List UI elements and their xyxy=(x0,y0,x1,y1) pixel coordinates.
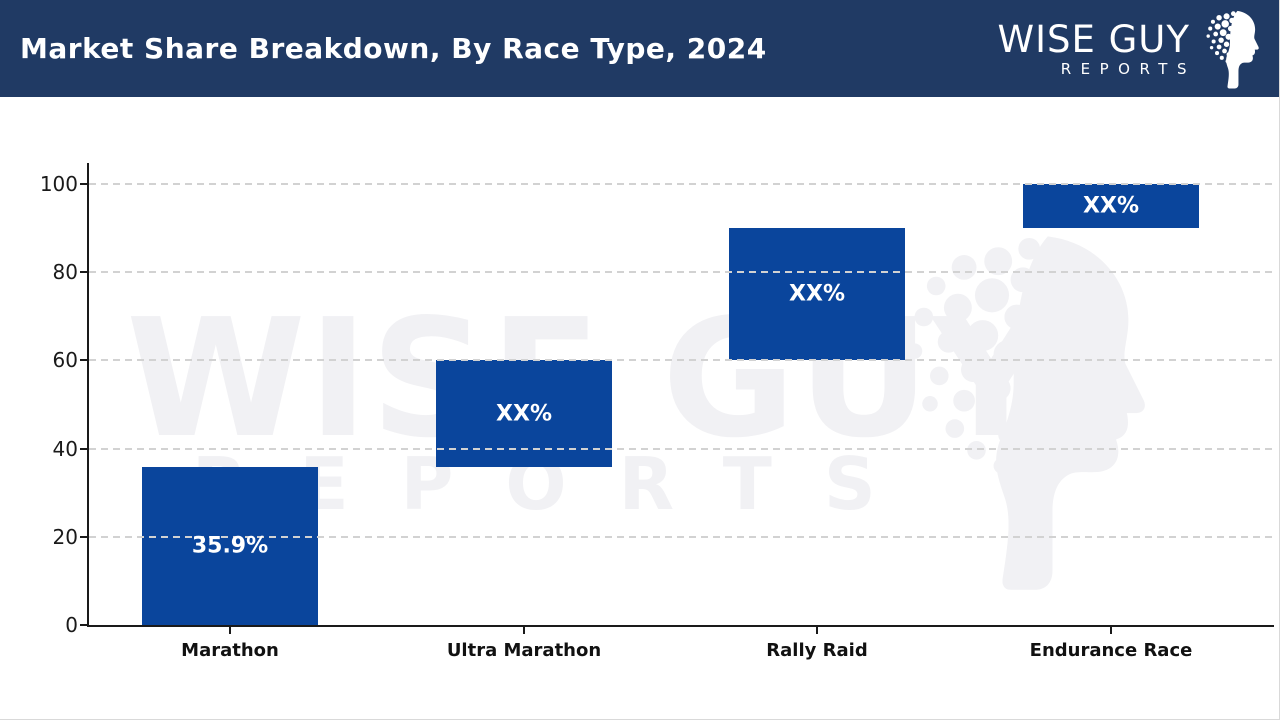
y-tick-label: 100 xyxy=(39,172,78,196)
y-axis xyxy=(87,163,89,627)
y-tick-label: 0 xyxy=(65,613,78,637)
x-tick-mark xyxy=(816,626,818,634)
y-tick-mark xyxy=(80,447,88,450)
bar-value-label: XX% xyxy=(496,401,552,427)
bar-value-label: 35.9% xyxy=(191,533,269,559)
bar-value-label: XX% xyxy=(789,281,845,307)
x-tick-mark xyxy=(1110,626,1112,634)
x-tick-label: Rally Raid xyxy=(766,640,868,661)
gridline xyxy=(89,535,1274,538)
logo-text: WISE GUY REPORTS xyxy=(998,21,1190,77)
logo-wordmark: WISE GUY xyxy=(997,17,1190,61)
y-tick-mark xyxy=(80,359,88,362)
x-tick-label: Endurance Race xyxy=(1029,640,1193,661)
market-share-chart: WISE GUY REPORTS 0 20 40 60 80 100 35.9% XX% XX%… xyxy=(0,97,1279,719)
wiseguy-head-icon xyxy=(1198,8,1266,90)
gridline xyxy=(89,271,1274,274)
x-tick-mark xyxy=(523,626,525,634)
y-tick-label: 60 xyxy=(52,348,78,373)
gridline xyxy=(89,359,1274,362)
y-tick-mark xyxy=(80,624,88,626)
y-tick-mark xyxy=(80,183,88,185)
wiseguy-logo: WISE GUY REPORTS xyxy=(998,0,1266,97)
header-bar: Market Share Breakdown, By Race Type, 20… xyxy=(0,0,1279,97)
gridline xyxy=(89,183,1274,185)
y-tick-mark xyxy=(80,535,88,538)
bar-marathon xyxy=(142,466,318,625)
y-tick-mark xyxy=(80,271,88,274)
bar-rally-raid xyxy=(729,228,905,361)
x-tick-label: Ultra Marathon xyxy=(446,640,602,661)
logo-subtext: REPORTS xyxy=(1060,59,1196,78)
bar-endurance-race xyxy=(1023,184,1199,229)
watermark-head-icon xyxy=(868,224,1178,596)
x-axis xyxy=(87,625,1274,627)
y-tick-label: 20 xyxy=(52,524,78,549)
x-tick-label: Marathon xyxy=(181,640,279,661)
page-title: Market Share Breakdown, By Race Type, 20… xyxy=(20,32,767,65)
bar-value-label: XX% xyxy=(1083,193,1139,219)
x-tick-mark xyxy=(229,626,231,634)
gridline xyxy=(89,447,1274,450)
y-tick-label: 40 xyxy=(52,436,78,461)
y-tick-label: 80 xyxy=(52,260,78,285)
